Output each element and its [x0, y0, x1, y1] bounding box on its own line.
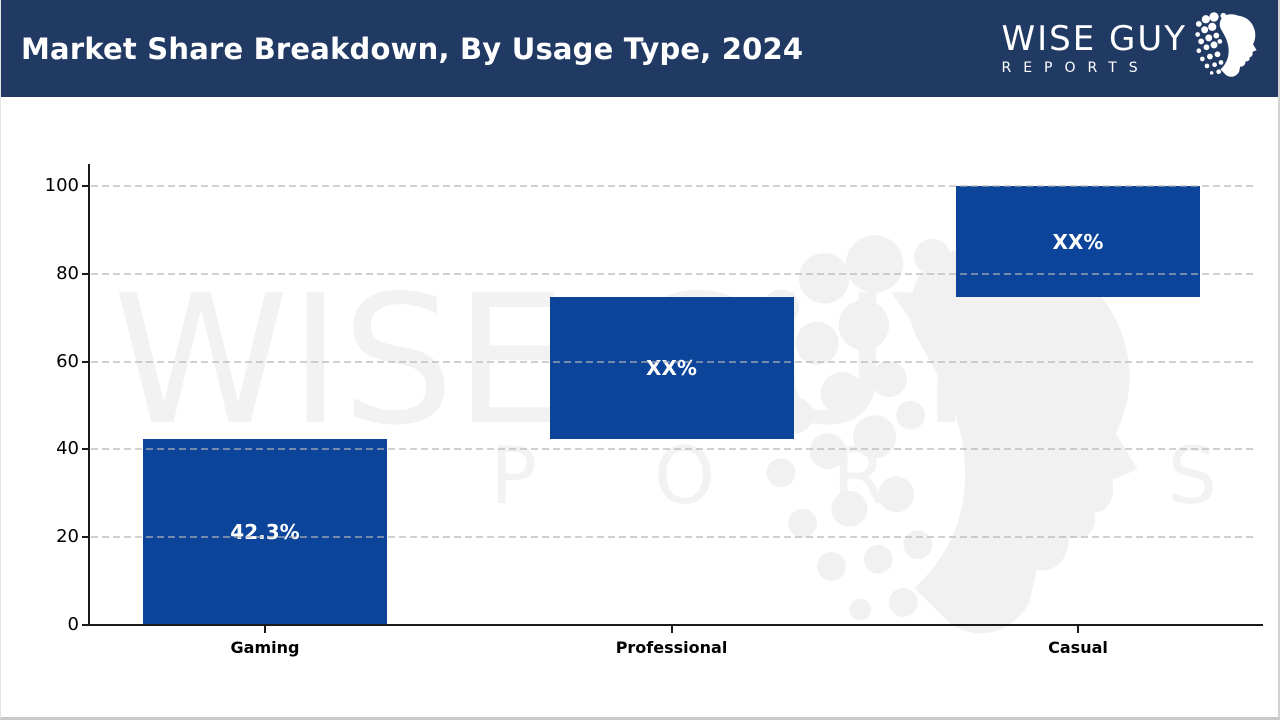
wiseguy-head-icon: [1195, 11, 1257, 77]
grid-line-40: [91, 448, 1253, 451]
x-tick-mark-casual: [1077, 625, 1079, 633]
y-tick-mark-40: [82, 448, 89, 451]
y-tick-label-40: 40: [56, 438, 79, 460]
y-tick-label-80: 80: [56, 262, 79, 284]
header-bar: Market Share Breakdown, By Usage Type, 2…: [1, 0, 1278, 97]
y-tick-mark-80: [82, 272, 89, 275]
x-category-label-gaming: Gaming: [230, 638, 300, 657]
x-category-label-casual: Casual: [1048, 638, 1108, 657]
logo-wordmark: WISE GUY: [1001, 18, 1187, 59]
y-tick-mark-20: [82, 536, 89, 539]
y-tick-mark-0: [82, 624, 89, 626]
y-tick-mark-60: [82, 360, 89, 363]
chart-title: Market Share Breakdown, By Usage Type, 2…: [21, 31, 804, 66]
y-tick-label-100: 100: [44, 175, 79, 196]
x-axis-line: [88, 624, 1263, 626]
grid-line-60: [91, 360, 1253, 363]
wiseguy-logo: WISE GUY REPORTS: [1001, 8, 1263, 90]
bar-value-label-gaming: 42.3%: [230, 520, 300, 545]
grid-line-80: [91, 272, 1253, 275]
x-category-label-professional: Professional: [615, 638, 728, 657]
bar-value-label-professional: XX%: [646, 356, 697, 381]
y-tick-label-20: 20: [56, 526, 79, 548]
logo-subtitle: REPORTS: [1001, 59, 1150, 76]
x-tick-mark-gaming: [264, 625, 266, 633]
y-tick-mark-100: [82, 185, 89, 187]
bar-gaming: 42.3%: [143, 439, 387, 625]
bar-casual: XX%: [956, 186, 1200, 298]
y-tick-label-60: 60: [56, 350, 79, 372]
logo-text: WISE GUY REPORTS: [1001, 22, 1187, 76]
bar-professional: XX%: [549, 297, 794, 440]
y-axis-line: [88, 164, 90, 626]
x-tick-mark-professional: [670, 625, 673, 633]
bar-value-label-casual: XX%: [1052, 229, 1104, 254]
grid-line-20: [91, 536, 1253, 539]
grid-line-100: [91, 185, 1253, 187]
y-tick-label-0: 0: [67, 614, 79, 635]
